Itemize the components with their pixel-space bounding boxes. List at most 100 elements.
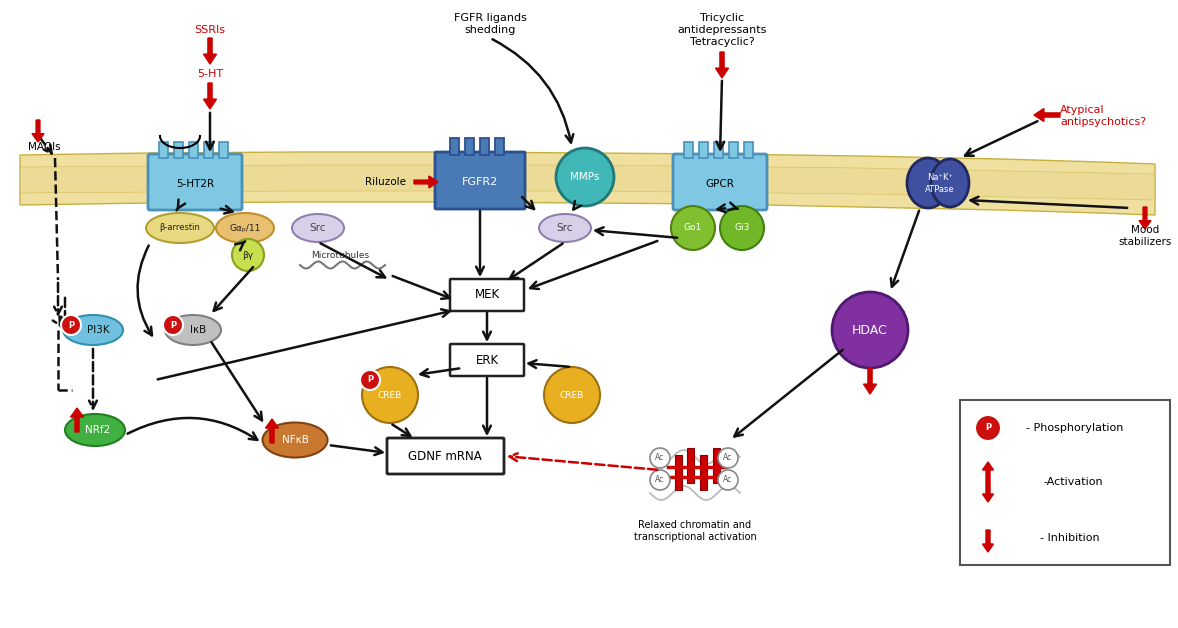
Circle shape: [975, 415, 1001, 441]
Bar: [204, 142, 213, 158]
Text: -Activation: -Activation: [1044, 477, 1103, 487]
Text: FGFR ligands: FGFR ligands: [454, 13, 527, 23]
Text: GPCR: GPCR: [706, 179, 734, 189]
FancyArrow shape: [1034, 109, 1060, 121]
Text: Src: Src: [557, 223, 574, 233]
Text: Ac: Ac: [723, 453, 733, 462]
Ellipse shape: [907, 158, 949, 208]
Ellipse shape: [931, 159, 969, 207]
Text: Tricyclic: Tricyclic: [700, 13, 744, 23]
Text: Relaxed chromatin and: Relaxed chromatin and: [638, 520, 752, 530]
Text: 5-HT2R: 5-HT2R: [176, 179, 214, 189]
Text: HDAC: HDAC: [852, 323, 888, 337]
Circle shape: [650, 448, 670, 468]
FancyArrow shape: [1139, 207, 1151, 229]
Ellipse shape: [216, 213, 274, 243]
Text: transcriptional activation: transcriptional activation: [634, 532, 756, 542]
Text: P: P: [366, 376, 373, 384]
Bar: [675, 455, 682, 490]
Text: Na⁺K⁺: Na⁺K⁺: [927, 173, 953, 183]
Bar: [159, 142, 168, 158]
Text: - Inhibition: - Inhibition: [1040, 533, 1100, 543]
Text: β-arrestin: β-arrestin: [159, 224, 200, 232]
Ellipse shape: [65, 414, 125, 446]
Circle shape: [360, 370, 380, 390]
FancyArrow shape: [982, 462, 993, 482]
FancyBboxPatch shape: [388, 438, 504, 474]
Text: shedding: shedding: [464, 25, 516, 35]
FancyBboxPatch shape: [450, 344, 524, 376]
Ellipse shape: [540, 214, 591, 242]
Ellipse shape: [62, 315, 123, 345]
Circle shape: [61, 315, 81, 335]
Bar: [495, 138, 504, 155]
Text: Ac: Ac: [723, 475, 733, 484]
Bar: [174, 142, 183, 158]
Polygon shape: [20, 165, 1154, 200]
Text: Gαₚ/11: Gαₚ/11: [230, 224, 260, 232]
Ellipse shape: [165, 315, 221, 345]
Bar: [687, 448, 694, 483]
Ellipse shape: [146, 213, 214, 243]
Circle shape: [671, 206, 715, 250]
Text: stabilizers: stabilizers: [1118, 237, 1172, 247]
Ellipse shape: [292, 214, 344, 242]
Circle shape: [719, 448, 737, 468]
Text: Riluzole: Riluzole: [365, 177, 406, 187]
Text: P: P: [170, 320, 176, 330]
Text: Go1: Go1: [684, 224, 702, 232]
Text: ATPase: ATPase: [925, 185, 955, 193]
Text: IκB: IκB: [190, 325, 206, 335]
Text: Gi3: Gi3: [734, 224, 749, 232]
Bar: [684, 142, 693, 158]
Circle shape: [650, 470, 670, 490]
Text: Atypical: Atypical: [1060, 105, 1105, 115]
Bar: [700, 455, 707, 490]
Text: CREB: CREB: [378, 391, 402, 399]
Text: SSRIs: SSRIs: [194, 25, 225, 35]
Text: PI3K: PI3K: [87, 325, 110, 335]
Bar: [744, 142, 753, 158]
FancyArrow shape: [265, 419, 278, 443]
Text: antipsychotics?: antipsychotics?: [1060, 117, 1146, 127]
Circle shape: [232, 239, 264, 271]
FancyBboxPatch shape: [435, 152, 525, 209]
Text: CREB: CREB: [560, 391, 584, 399]
Text: Ac: Ac: [655, 453, 664, 462]
Text: Ac: Ac: [655, 475, 664, 484]
Bar: [450, 138, 459, 155]
Ellipse shape: [263, 423, 327, 458]
Circle shape: [544, 367, 600, 423]
Text: MEK: MEK: [475, 288, 499, 301]
Bar: [960, 400, 1170, 565]
FancyBboxPatch shape: [148, 154, 241, 210]
Text: Tetracyclic?: Tetracyclic?: [689, 37, 754, 47]
FancyArrow shape: [982, 530, 993, 552]
FancyArrow shape: [982, 482, 993, 502]
Text: GDNF mRNA: GDNF mRNA: [408, 450, 482, 462]
Circle shape: [163, 315, 183, 335]
Circle shape: [832, 292, 908, 368]
Bar: [713, 448, 720, 483]
Text: FGFR2: FGFR2: [462, 177, 498, 187]
Circle shape: [556, 148, 614, 206]
Polygon shape: [20, 152, 1154, 215]
Text: NRf2: NRf2: [85, 425, 111, 435]
Circle shape: [720, 206, 765, 250]
Bar: [714, 142, 723, 158]
Bar: [188, 142, 198, 158]
FancyArrow shape: [71, 408, 84, 432]
Text: βγ: βγ: [243, 251, 253, 259]
Text: ERK: ERK: [476, 354, 498, 367]
Text: P: P: [68, 320, 74, 330]
Text: Microtubules: Microtubules: [311, 251, 369, 259]
Bar: [219, 142, 229, 158]
Bar: [729, 142, 737, 158]
Text: Mood: Mood: [1131, 225, 1159, 235]
FancyArrow shape: [715, 52, 728, 78]
FancyBboxPatch shape: [673, 154, 767, 210]
Text: P: P: [985, 423, 991, 433]
Text: NFκB: NFκB: [282, 435, 309, 445]
Bar: [479, 138, 489, 155]
FancyBboxPatch shape: [450, 279, 524, 311]
